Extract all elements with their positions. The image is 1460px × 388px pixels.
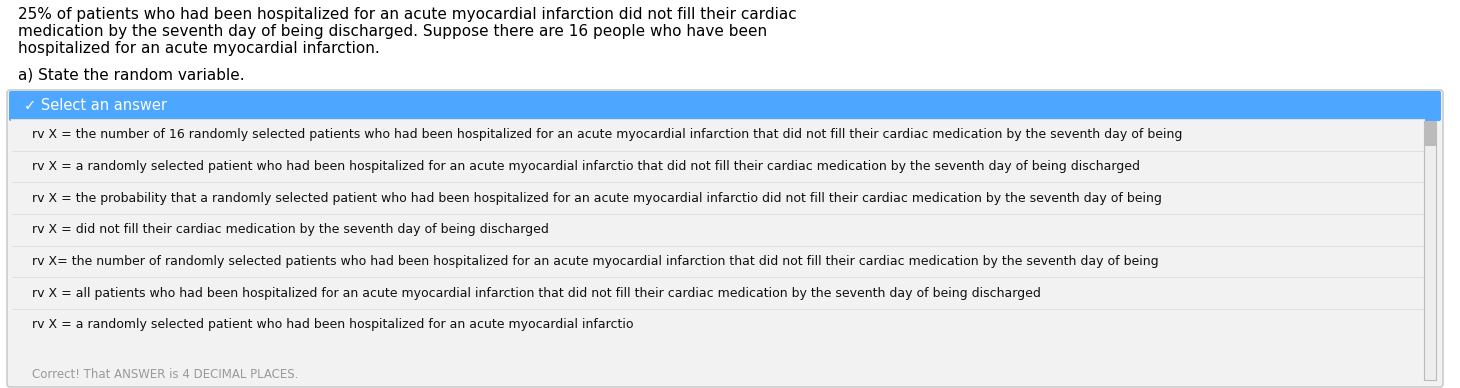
Bar [12,246,1425,277]
FancyBboxPatch shape [7,90,1442,387]
Text: rv X = a randomly selected patient who had been hospitalized for an acute myocar: rv X = a randomly selected patient who h… [32,318,634,331]
Text: rv X = the number of 16 randomly selected patients who had been hospitalized for: rv X = the number of 16 randomly selecte… [32,128,1183,141]
Text: medication by the seventh day of being discharged. Suppose there are 16 people w: medication by the seventh day of being d… [18,24,766,39]
Text: rv X = a randomly selected patient who had been hospitalized for an acute myocar: rv X = a randomly selected patient who h… [32,160,1140,173]
Text: rv X = the probability that a randomly selected patient who had been hospitalize: rv X = the probability that a randomly s… [32,192,1162,204]
FancyBboxPatch shape [9,91,1441,121]
Bar [12,277,1425,309]
Text: ✓ Select an answer: ✓ Select an answer [23,99,166,114]
Text: rv X = did not fill their cardiac medication by the seventh day of being dischar: rv X = did not fill their cardiac medica… [32,223,549,236]
Text: a) State the random variable.: a) State the random variable. [18,68,245,83]
Text: rv X= the number of randomly selected patients who had been hospitalized for an : rv X= the number of randomly selected pa… [32,255,1159,268]
Bar [12,214,1425,246]
Bar [12,119,1425,151]
Bar [12,309,1425,341]
Text: Correct! That ANSWER is 4 DECIMAL PLACES.: Correct! That ANSWER is 4 DECIMAL PLACES… [32,367,298,381]
Bar [1424,121,1437,380]
Bar [12,182,1425,214]
Text: hospitalized for an acute myocardial infarction.: hospitalized for an acute myocardial inf… [18,41,380,56]
Bar [12,106,1440,119]
Text: 25% of patients who had been hospitalized for an acute myocardial infarction did: 25% of patients who had been hospitalize… [18,7,797,22]
Bar [1424,121,1437,146]
Text: rv X = all patients who had been hospitalized for an acute myocardial infarction: rv X = all patients who had been hospita… [32,287,1041,300]
Bar [12,151,1425,182]
